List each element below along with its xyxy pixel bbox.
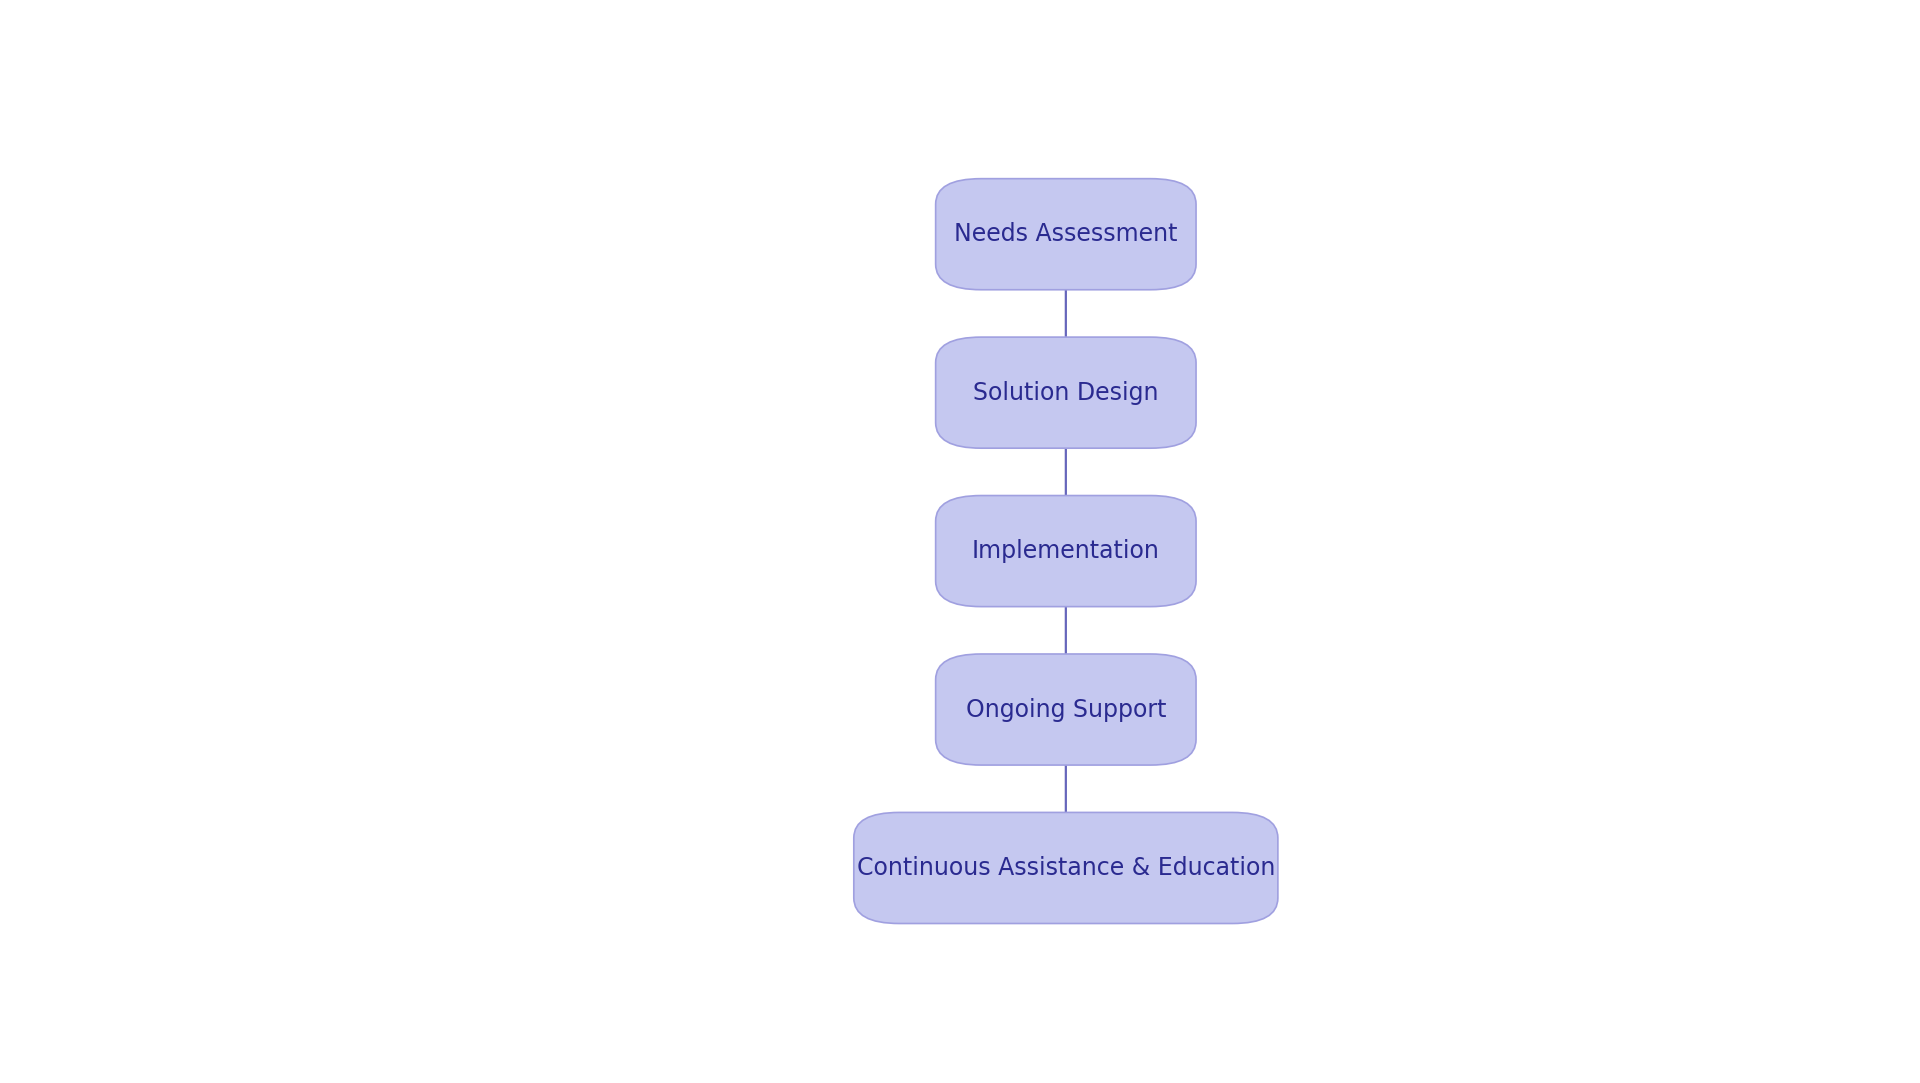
- FancyBboxPatch shape: [935, 337, 1196, 448]
- FancyBboxPatch shape: [935, 496, 1196, 606]
- FancyBboxPatch shape: [854, 812, 1279, 924]
- Text: Needs Assessment: Needs Assessment: [954, 222, 1177, 246]
- Text: Ongoing Support: Ongoing Support: [966, 697, 1165, 721]
- Text: Solution Design: Solution Design: [973, 380, 1158, 405]
- FancyBboxPatch shape: [935, 654, 1196, 765]
- Text: Implementation: Implementation: [972, 539, 1160, 563]
- FancyBboxPatch shape: [935, 179, 1196, 290]
- Text: Continuous Assistance & Education: Continuous Assistance & Education: [856, 856, 1275, 880]
